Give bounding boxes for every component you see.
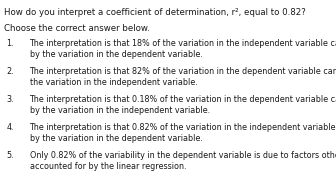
Text: by the variation in the dependent variable.: by the variation in the dependent variab… [30,50,203,59]
Text: 1.: 1. [7,39,14,48]
Text: by the variation in the independent variable.: by the variation in the independent vari… [30,106,210,115]
Text: Only 0.82% of the variability in the dependent variable is due to factors other : Only 0.82% of the variability in the dep… [30,151,336,160]
Text: accounted for by the linear regression.: accounted for by the linear regression. [30,162,186,171]
Text: The interpretation is that 0.82% of the variation in the independent variable ca: The interpretation is that 0.82% of the … [30,123,336,132]
Text: 3.: 3. [7,95,14,104]
Text: The interpretation is that 18% of the variation in the independent variable can : The interpretation is that 18% of the va… [30,39,336,48]
Text: 4.: 4. [7,123,14,132]
Text: How do you interpret a coefficient of determination, r², equal to 0.82?: How do you interpret a coefficient of de… [4,8,306,17]
Text: 2.: 2. [6,67,14,76]
Text: 5.: 5. [6,151,14,160]
Text: The interpretation is that 0.18% of the variation in the dependent variable can : The interpretation is that 0.18% of the … [30,95,336,104]
Text: The interpretation is that 82% of the variation in the dependent variable can be: The interpretation is that 82% of the va… [30,67,336,76]
Text: the variation in the independent variable.: the variation in the independent variabl… [30,78,197,87]
Text: Choose the correct answer below.: Choose the correct answer below. [4,24,150,33]
Text: by the variation in the dependent variable.: by the variation in the dependent variab… [30,134,203,143]
